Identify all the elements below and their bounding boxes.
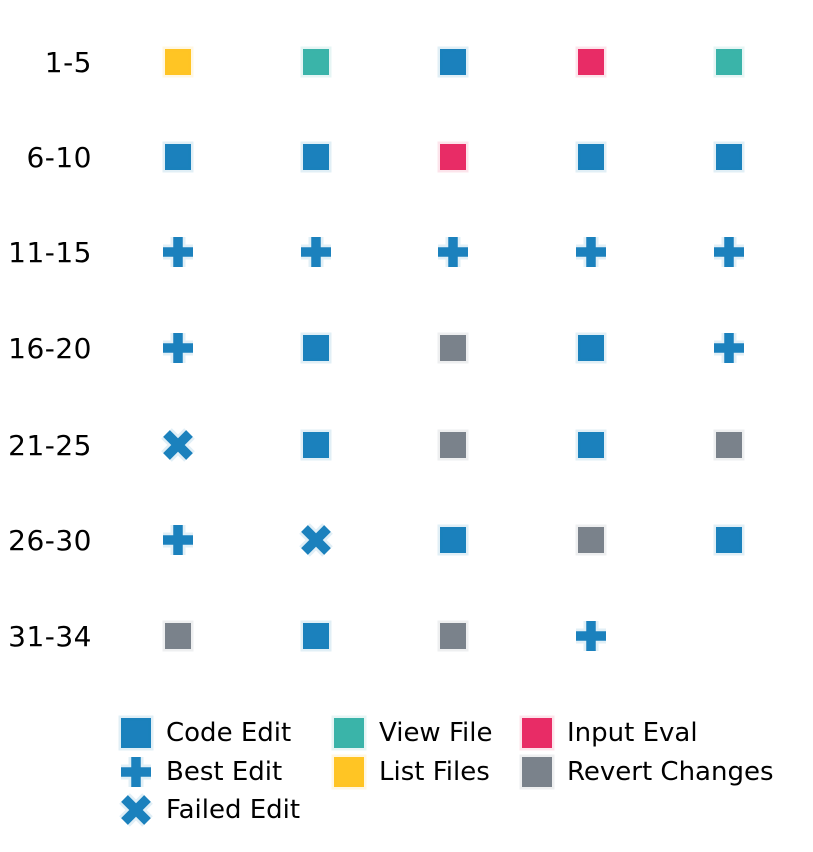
legend-marker-view-file: [329, 713, 369, 753]
marker-revert-changes: [433, 425, 473, 465]
marker-failed-edit: [158, 425, 198, 465]
marker-code-edit: [571, 137, 611, 177]
marker-code-edit: [709, 520, 749, 560]
marker-input-eval: [433, 137, 473, 177]
marker-code-edit: [296, 137, 336, 177]
marker-revert-changes: [571, 520, 611, 560]
legend-label-failed-edit: Failed Edit: [166, 795, 301, 825]
legend-marker-list-files: [329, 752, 369, 792]
y-tick-label: 1-5: [44, 45, 92, 79]
legend-marker-input-eval: [517, 713, 557, 753]
marker-view-file: [709, 42, 749, 82]
marker-best-edit: [571, 616, 611, 656]
marker-code-edit: [296, 328, 336, 368]
legend-marker-revert-changes: [517, 752, 557, 792]
legend-marker-failed-edit: [116, 790, 156, 830]
marker-best-edit: [158, 520, 198, 560]
y-tick-label: 16-20: [8, 331, 92, 365]
marker-best-edit: [433, 232, 473, 272]
marker-code-edit: [571, 328, 611, 368]
y-tick-label: 11-15: [8, 235, 92, 269]
marker-best-edit: [709, 232, 749, 272]
marker-best-edit: [571, 232, 611, 272]
marker-code-edit: [571, 425, 611, 465]
marker-best-edit: [296, 232, 336, 272]
marker-code-edit: [296, 425, 336, 465]
marker-revert-changes: [433, 616, 473, 656]
legend-label-best-edit: Best Edit: [166, 757, 283, 787]
marker-revert-changes: [709, 425, 749, 465]
marker-best-edit: [158, 328, 198, 368]
y-tick-label: 6-10: [26, 140, 92, 174]
legend-marker-code-edit: [116, 713, 156, 753]
y-tick-label: 31-34: [8, 619, 92, 653]
marker-revert-changes: [158, 616, 198, 656]
marker-best-edit: [709, 328, 749, 368]
y-tick-label: 26-30: [8, 523, 92, 557]
marker-code-edit: [433, 520, 473, 560]
marker-code-edit: [158, 137, 198, 177]
marker-list-files: [158, 42, 198, 82]
legend-label-view-file: View File: [379, 718, 493, 748]
marker-revert-changes: [433, 328, 473, 368]
y-tick-label: 21-25: [8, 428, 92, 462]
legend-label-input-eval: Input Eval: [567, 718, 698, 748]
marker-code-edit: [433, 42, 473, 82]
marker-failed-edit: [296, 520, 336, 560]
marker-view-file: [296, 42, 336, 82]
marker-best-edit: [158, 232, 198, 272]
legend-label-code-edit: Code Edit: [166, 718, 292, 748]
legend-label-revert-changes: Revert Changes: [567, 757, 774, 787]
marker-input-eval: [571, 42, 611, 82]
legend-marker-best-edit: [116, 752, 156, 792]
marker-code-edit: [296, 616, 336, 656]
marker-code-edit: [709, 137, 749, 177]
legend-label-list-files: List Files: [379, 757, 490, 787]
